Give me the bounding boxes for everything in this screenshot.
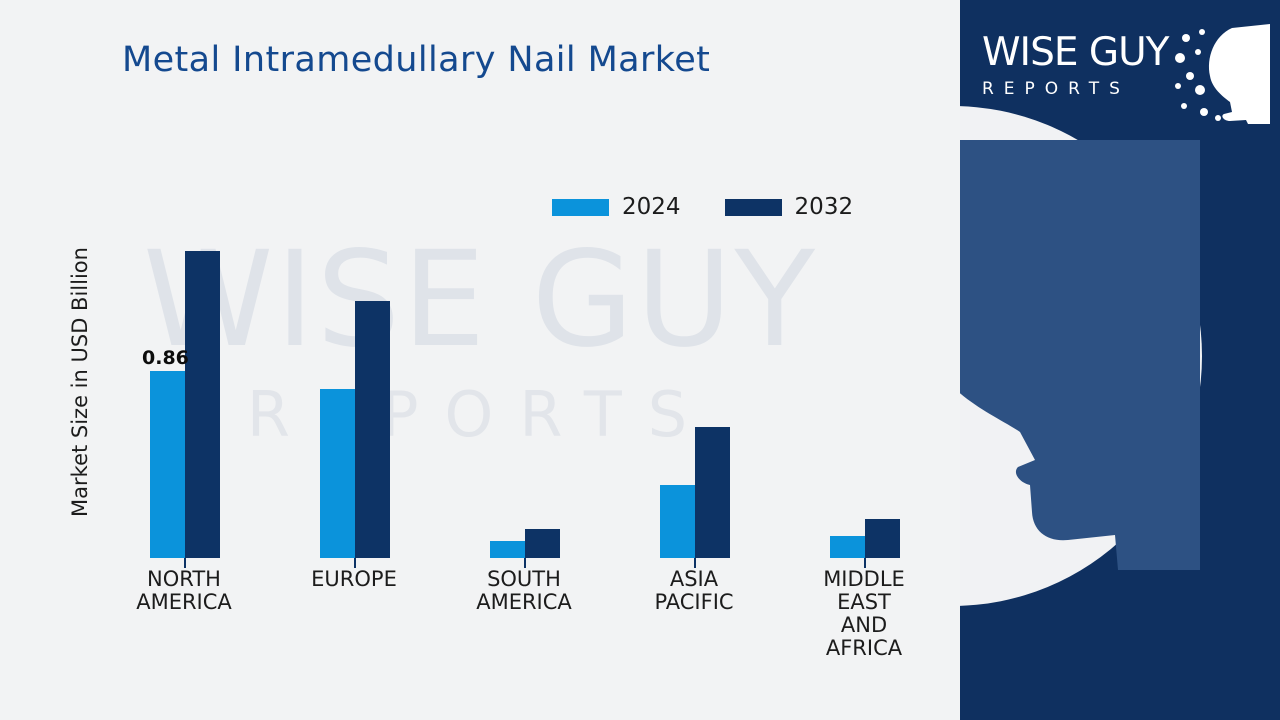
category-label-asia-pacific: ASIA PACIFIC bbox=[599, 568, 789, 614]
category-label-south-america: SOUTH AMERICA bbox=[429, 568, 619, 614]
bar-group-south-america bbox=[490, 228, 560, 568]
category-label-line: PACIFIC bbox=[654, 590, 734, 614]
bars-asia-pacific bbox=[660, 228, 730, 558]
category-label-middle-east-and-africa: MIDDLE EAST AND AFRICA bbox=[769, 568, 959, 660]
bar-middle-east-and-africa-2024[interactable] bbox=[830, 536, 865, 558]
bar-group-asia-pacific bbox=[660, 228, 730, 568]
axis-tick-middle-east-and-africa bbox=[864, 558, 866, 568]
bar-value-north-america-2024: 0.86 bbox=[142, 347, 189, 369]
logo-head-icon bbox=[1175, 24, 1270, 124]
brand-logo-main-text: WISE GUY bbox=[982, 30, 1169, 75]
bar-middle-east-and-africa-2032[interactable] bbox=[865, 519, 900, 558]
bar-europe-2024[interactable] bbox=[320, 389, 355, 558]
bar-group-europe bbox=[320, 228, 390, 568]
category-label-north-america: NORTH AMERICA bbox=[89, 568, 279, 614]
category-label-line: EUROPE bbox=[311, 567, 397, 591]
page-title: Metal Intramedullary Nail Market bbox=[122, 40, 711, 80]
bars-north-america bbox=[150, 228, 220, 558]
bars-europe bbox=[320, 228, 390, 558]
bar-asia-pacific-2032[interactable] bbox=[695, 427, 730, 558]
category-label-europe: EUROPE bbox=[259, 568, 449, 591]
axis-tick-europe bbox=[354, 558, 356, 568]
dot-network-decoration bbox=[960, 150, 1030, 570]
category-label-line: EAST bbox=[837, 590, 891, 614]
bars-south-america bbox=[490, 228, 560, 558]
category-label-line: SOUTH bbox=[487, 567, 561, 591]
axis-tick-south-america bbox=[524, 558, 526, 568]
axis-tick-asia-pacific bbox=[694, 558, 696, 568]
legend-swatch-2032 bbox=[724, 198, 782, 216]
axis-tick-north-america bbox=[184, 558, 186, 568]
category-label-line: MIDDLE bbox=[823, 567, 905, 591]
category-label-line: ASIA bbox=[669, 567, 719, 591]
bar-asia-pacific-2024[interactable] bbox=[660, 485, 695, 558]
category-label-line: NORTH bbox=[147, 567, 221, 591]
bar-group-north-america: 0.86 bbox=[142, 228, 220, 568]
bar-north-america-2032[interactable] bbox=[185, 251, 220, 558]
category-label-line: AMERICA bbox=[476, 590, 572, 614]
chart-legend: 2024 2032 bbox=[552, 194, 853, 220]
plot-area: 0.86 bbox=[89, 228, 959, 660]
legend-item-2024[interactable]: 2024 bbox=[552, 194, 681, 220]
bar-group-middle-east-and-africa bbox=[830, 228, 900, 568]
bar-south-america-2032[interactable] bbox=[525, 529, 560, 558]
head-silhouette-icon bbox=[960, 140, 1200, 570]
category-label-line: AMERICA bbox=[136, 590, 232, 614]
legend-swatch-2024 bbox=[552, 198, 609, 216]
bars-middle-east-and-africa bbox=[830, 228, 900, 558]
bar-north-america-2024[interactable] bbox=[150, 371, 185, 558]
legend-label-2024: 2024 bbox=[622, 194, 681, 220]
category-label-line: AFRICA bbox=[825, 636, 903, 660]
legend-item-2032[interactable]: 2032 bbox=[724, 194, 854, 220]
brand-logo-sub-text: REPORTS bbox=[982, 79, 1130, 99]
bar-europe-2032[interactable] bbox=[355, 301, 390, 558]
bar-south-america-2024[interactable] bbox=[490, 541, 525, 558]
category-label-line: AND bbox=[840, 613, 888, 637]
brand-panel: WISE GUY REPORTS bbox=[960, 0, 1280, 720]
brand-logo: WISE GUY REPORTS bbox=[982, 24, 1270, 124]
legend-label-2032: 2032 bbox=[794, 194, 854, 220]
